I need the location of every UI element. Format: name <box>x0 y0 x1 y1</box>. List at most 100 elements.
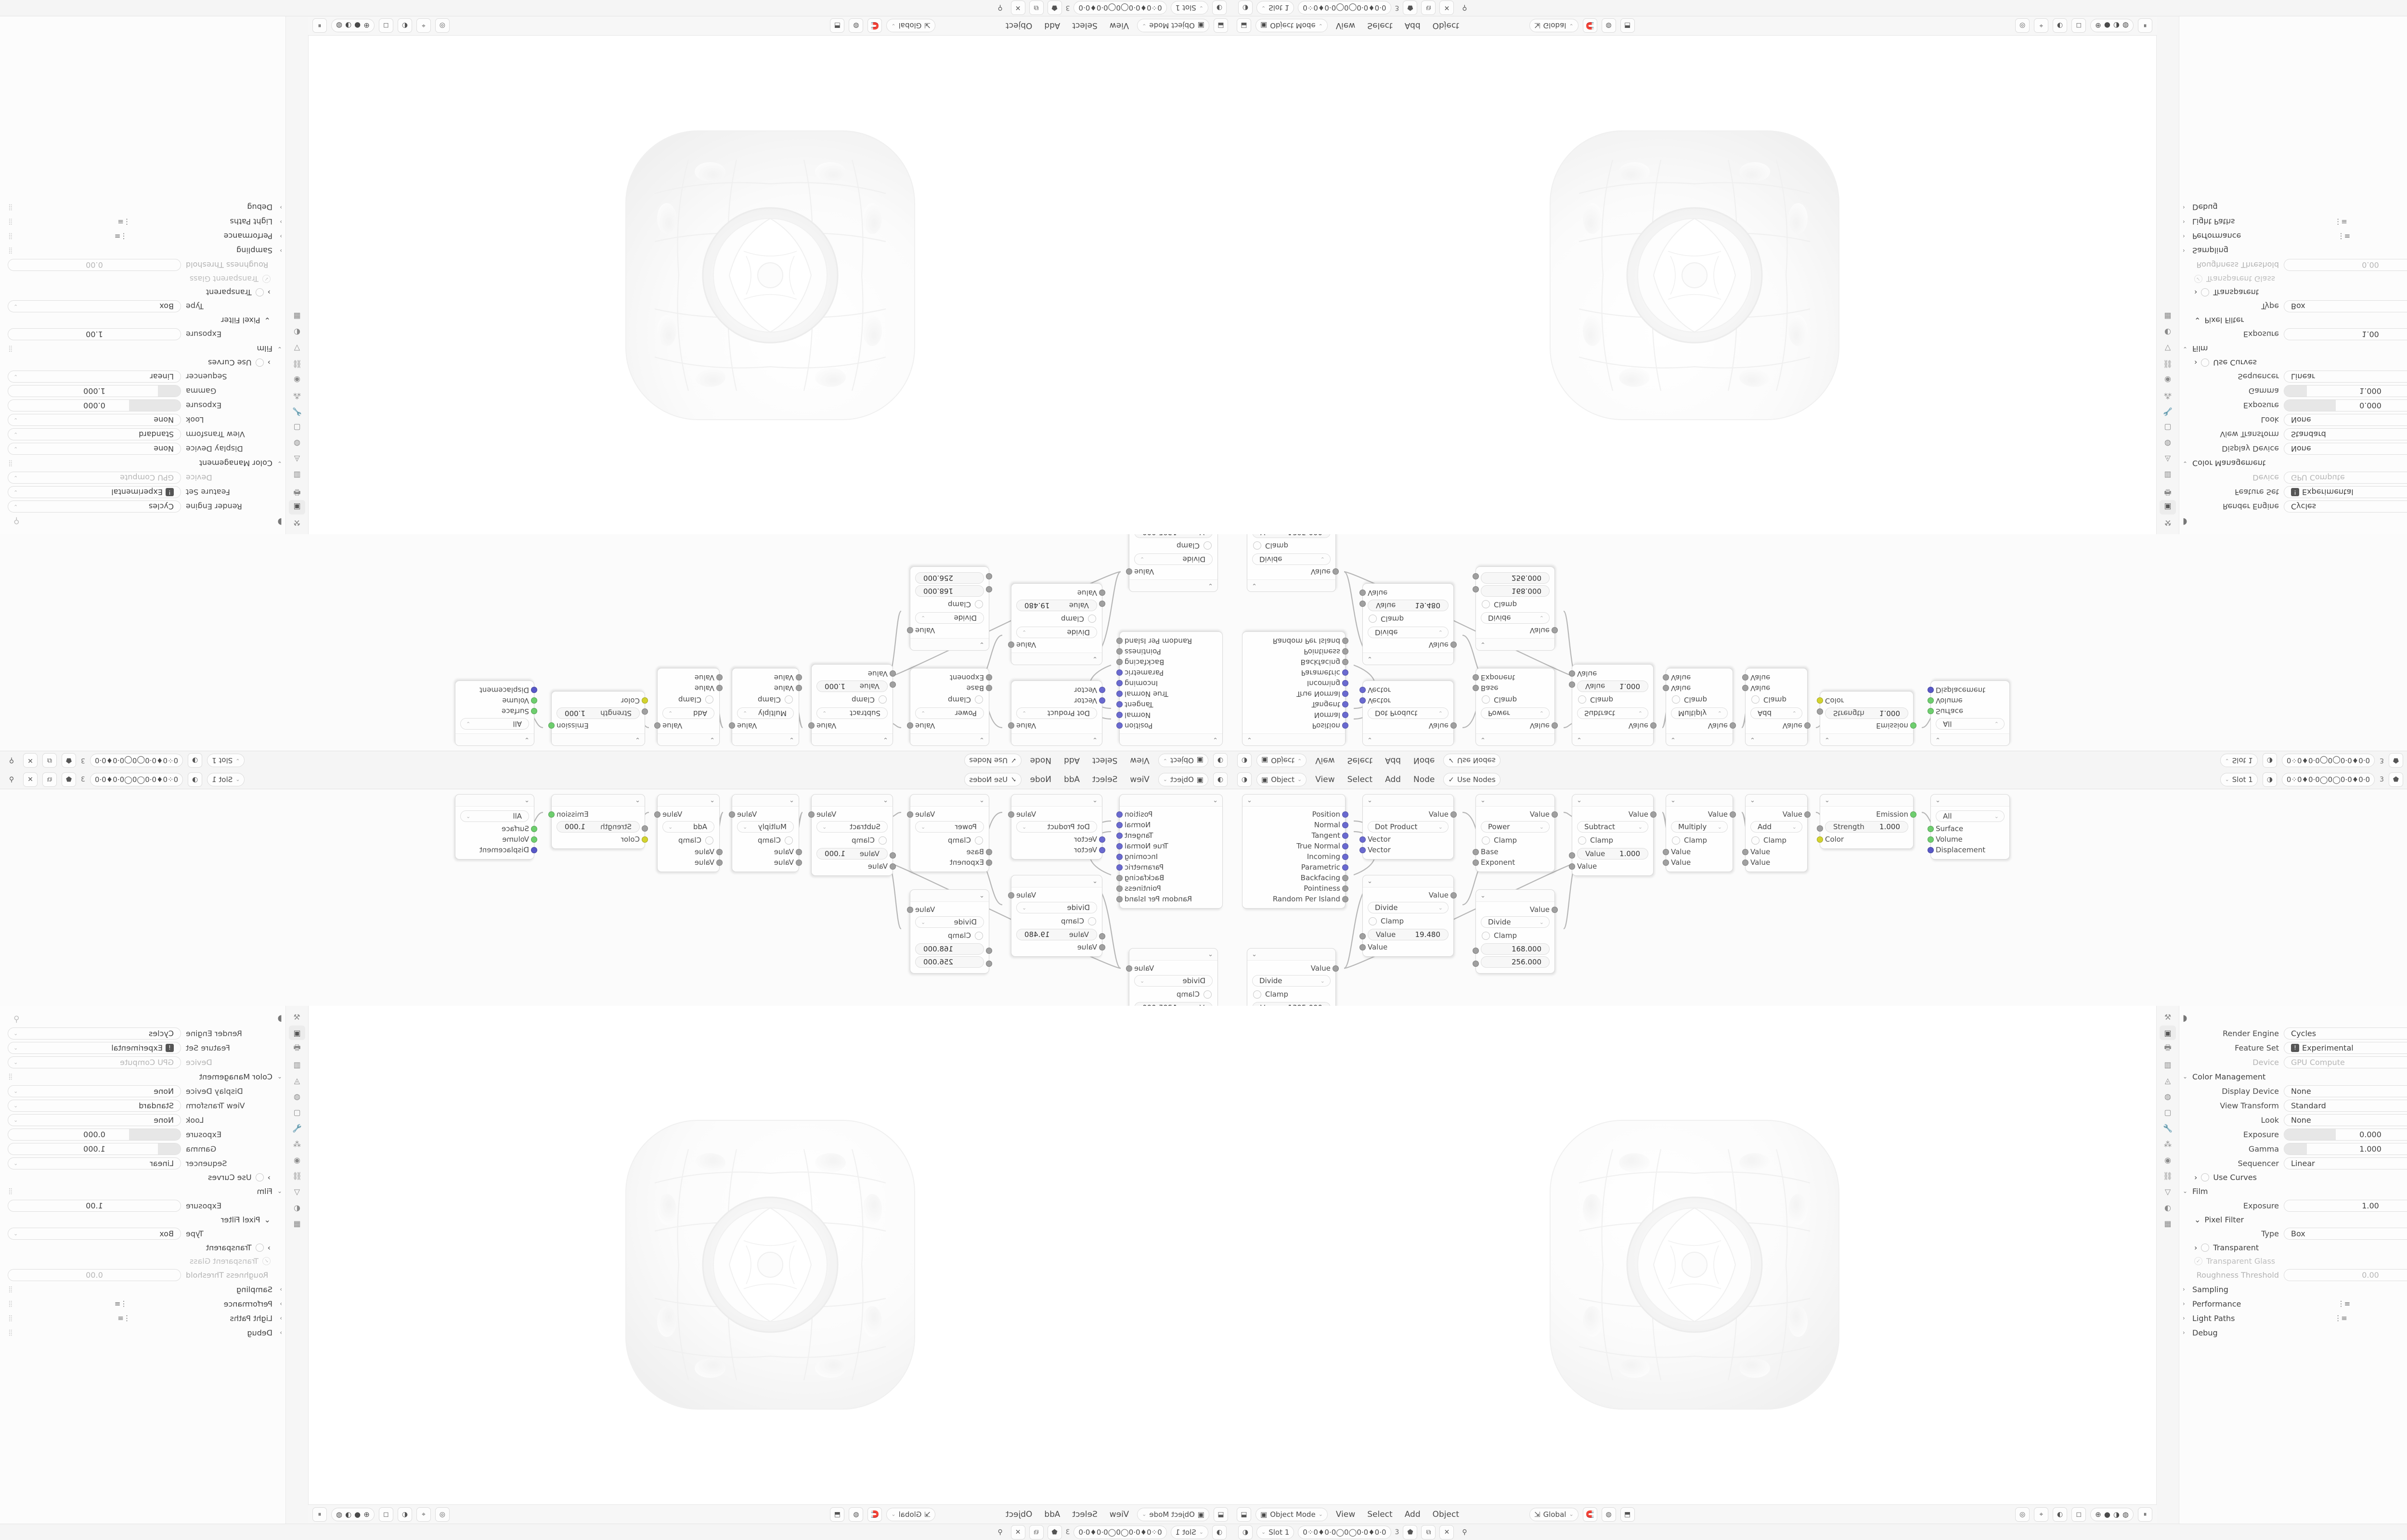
node-output-random-per-island[interactable]: Random Per Island <box>1242 636 1348 646</box>
node-input-vector[interactable]: Vector <box>1359 845 1453 855</box>
render-tab[interactable]: ▣ <box>289 500 305 514</box>
transform-orientation-selector[interactable]: ⇲ Global ⌄ <box>1529 19 1579 33</box>
properties-row-exposure[interactable]: Exposure 1.00 <box>2183 327 2407 342</box>
checkbox[interactable] <box>1672 695 1680 704</box>
row-value-field[interactable]: Standard⌄ <box>8 428 181 441</box>
proportional-edit-icon[interactable]: ◍ <box>849 1507 864 1522</box>
node-header[interactable]: ⌄ <box>1363 733 1453 745</box>
node-output-value[interactable]: Value <box>1126 566 1217 577</box>
node-value-field[interactable]: 256.000 <box>1481 572 1550 584</box>
properties-subsection-pixel-filter[interactable]: ⌄ Pixel Filter <box>2183 314 2407 327</box>
node-header[interactable]: ⌄ <box>1247 949 1335 961</box>
node-header[interactable]: ⌄ <box>1666 733 1733 745</box>
chevron-down-icon[interactable]: ⌄ <box>1252 582 1257 590</box>
properties-row-gamma[interactable]: Gamma 1.000 <box>2183 1142 2407 1156</box>
world-tab[interactable]: ◍ <box>2160 436 2176 451</box>
socket-dot[interactable] <box>907 907 913 913</box>
socket-dot[interactable] <box>1359 836 1366 843</box>
socket-dot[interactable] <box>1116 680 1123 686</box>
output-tab[interactable]: 🖶 <box>289 1041 305 1056</box>
node-input-color[interactable]: Color <box>1817 695 1913 706</box>
properties-section-debug[interactable]: ›Debug⣿ <box>2183 200 2407 215</box>
socket-dot[interactable] <box>907 811 913 818</box>
shading-solid-icon[interactable]: ● <box>354 1510 361 1519</box>
socket-dot[interactable] <box>1663 674 1669 680</box>
drag-handle[interactable]: ⣿ <box>8 232 13 240</box>
node-dropdown[interactable]: Divide ⌄ <box>1134 975 1213 987</box>
node-value-field[interactable]: V1395.000 <box>1134 1002 1213 1006</box>
material-slot-selector[interactable]: ⌄ Slot 1 <box>2220 772 2258 786</box>
socket-dot[interactable] <box>1116 638 1123 644</box>
socket-dot[interactable] <box>1552 627 1558 633</box>
node-header[interactable]: ⌄ <box>658 795 719 807</box>
material-name-field[interactable]: 0⁘0♦0⋅0◯0◯0⋅0♦0⋅0 <box>2281 772 2375 786</box>
node-dropdown[interactable]: Divide ⌄ <box>915 916 984 928</box>
node-output-value[interactable]: Value <box>1008 809 1102 820</box>
object-tab[interactable]: ▢ <box>2160 421 2176 435</box>
node-input-volume[interactable]: Volume <box>1928 834 2009 845</box>
node-output-value[interactable]: Value <box>808 720 893 731</box>
socket-dot[interactable] <box>890 863 896 870</box>
row-value-field[interactable]: Box⌄ <box>8 1227 181 1240</box>
row-value-field[interactable]: GPU Compute⌄ <box>2284 472 2407 484</box>
node-dropdown[interactable]: Dot Product ⌄ <box>1368 707 1449 719</box>
checkbox[interactable] <box>975 836 983 845</box>
render-tab[interactable]: ▣ <box>289 1026 305 1040</box>
socket-dot[interactable] <box>654 811 660 818</box>
properties-section-film[interactable]: ⌄Film⣿ <box>2183 342 2407 356</box>
material-tab[interactable]: ◐ <box>2160 1200 2176 1215</box>
node-header[interactable]: ⌄ <box>552 733 645 745</box>
data-tab[interactable]: ▽ <box>289 341 305 356</box>
node-emission[interactable]: ⌄ Emission Strength 1.000 Color <box>548 794 648 849</box>
node-dropdown[interactable]: Add ⌄ <box>1750 821 1802 833</box>
node-output-true-normal[interactable]: True Normal <box>1242 689 1348 699</box>
chevron-down-icon[interactable]: ⌄ <box>1208 950 1213 958</box>
node-input-color[interactable]: Color <box>552 834 648 845</box>
node-header[interactable]: ⌄ <box>1476 638 1554 650</box>
chevron-down-icon[interactable]: ⌄ <box>1208 582 1213 590</box>
checkbox[interactable] <box>2201 288 2210 297</box>
node-output-tangent[interactable]: Tangent <box>1242 699 1348 710</box>
socket-dot[interactable] <box>1008 642 1014 648</box>
node-dropdown[interactable]: Power ⌄ <box>915 707 984 719</box>
checkbox[interactable]: ✓ <box>262 275 271 283</box>
socket-dot[interactable] <box>1910 722 1916 729</box>
node-emission[interactable]: ⌄ Emission Strength 1.000 Color <box>548 691 648 746</box>
physics-tab[interactable]: ◉ <box>289 1153 305 1167</box>
drag-handle[interactable]: ⣿ <box>8 1187 13 1195</box>
node-output-value[interactable]: Value <box>654 720 719 731</box>
socket-dot[interactable] <box>986 849 992 855</box>
node-dropdown[interactable]: Multiply ⌄ <box>737 707 794 719</box>
output-tab[interactable]: 🖶 <box>289 484 305 499</box>
node-output-pointiness[interactable]: Pointiness <box>1242 883 1348 894</box>
pin-icon[interactable]: ⚲ <box>9 775 14 783</box>
row-value-field[interactable]: 0.00 <box>8 1269 181 1281</box>
node-canvas[interactable]: ⌄ Position Normal Tangent True Normal Incomin… <box>1232 789 2407 1006</box>
physics-tab[interactable]: ◉ <box>289 373 305 387</box>
node-output-value[interactable]: Value <box>1363 640 1457 650</box>
node-input-value[interactable]: Value <box>658 847 723 857</box>
status-material-name[interactable]: 0⁘0♦0⋅0◯0◯0⋅0♦0⋅0 <box>1074 1 1167 15</box>
node-header[interactable]: ⌄ <box>658 733 719 745</box>
node-header[interactable]: ⌄ <box>732 733 799 745</box>
shader-type-selector[interactable]: ▣ Object ⌄ <box>1256 754 1307 768</box>
tool-tab[interactable]: ⚒ <box>289 1010 305 1024</box>
node-dropdown[interactable]: Divide ⌄ <box>1016 627 1097 638</box>
pause-icon[interactable]: ⏸ <box>312 1507 327 1522</box>
chevron-down-icon[interactable]: ⌄ <box>1367 655 1372 663</box>
node-dot-product[interactable]: ⌄ Value Dot Product ⌄ Vector Vector <box>1359 794 1457 860</box>
chevron-down-icon[interactable]: ⌄ <box>1092 877 1098 885</box>
socket-dot[interactable] <box>1359 687 1366 693</box>
chevron-down-icon[interactable]: ⌄ <box>524 736 530 744</box>
chevron-down-icon[interactable]: ⌄ <box>883 796 888 804</box>
row-value-field[interactable]: 1.00 <box>2284 328 2407 341</box>
node-output-value[interactable]: Value <box>1363 720 1457 731</box>
node-output-position[interactable]: Position <box>1116 809 1222 820</box>
properties-section-debug[interactable]: ›Debug⣿ <box>2183 1325 2407 1340</box>
mode-selector[interactable]: ▣ Object Mode ⌄ <box>1137 1507 1209 1521</box>
menu-view[interactable]: View <box>1335 21 1356 31</box>
socket-dot[interactable] <box>1817 825 1823 832</box>
socket-dot[interactable] <box>1342 886 1348 892</box>
